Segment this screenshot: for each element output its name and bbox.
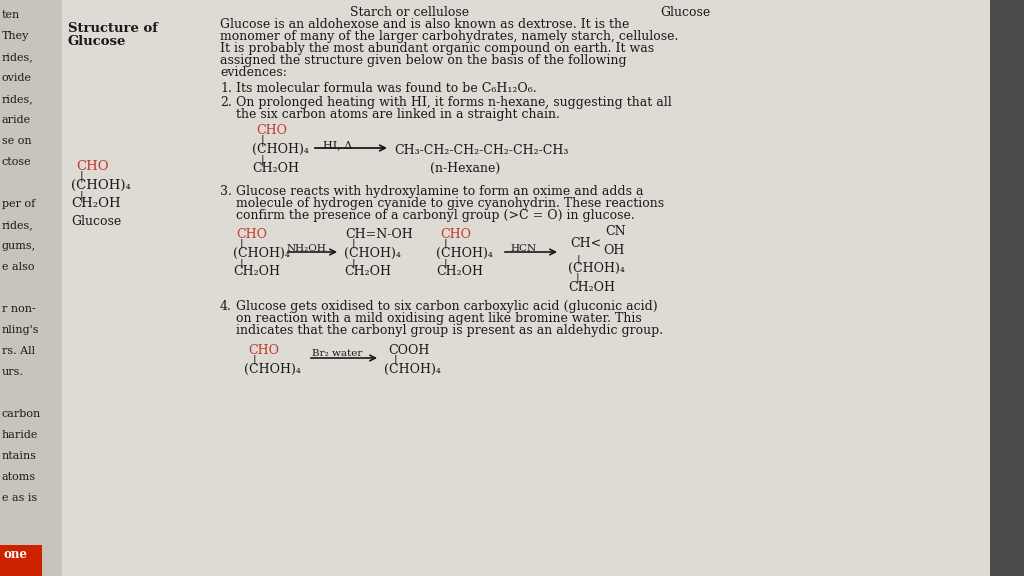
Text: (CHOH)₄: (CHOH)₄ — [568, 262, 625, 275]
Text: |: | — [394, 355, 397, 365]
Text: nling's: nling's — [2, 325, 40, 335]
Text: |: | — [261, 135, 264, 146]
Text: aride: aride — [2, 115, 31, 125]
Text: OH: OH — [603, 244, 625, 257]
Text: (CHOH)₄: (CHOH)₄ — [252, 143, 309, 156]
Text: Glucose is an aldohexose and is also known as dextrose. It is the: Glucose is an aldohexose and is also kno… — [220, 18, 630, 31]
Text: |: | — [240, 239, 244, 248]
Text: 4.: 4. — [220, 300, 231, 313]
Text: |: | — [80, 171, 84, 183]
Bar — [0, 545, 42, 576]
Text: |: | — [352, 239, 355, 248]
Text: e also: e also — [2, 262, 35, 272]
Text: COOH: COOH — [388, 344, 429, 357]
Text: atoms: atoms — [2, 472, 36, 482]
Text: CH₂OH: CH₂OH — [252, 162, 299, 175]
Text: HI, Δ: HI, Δ — [323, 140, 352, 150]
Text: evidences:: evidences: — [220, 66, 287, 79]
Text: Glucose: Glucose — [660, 6, 711, 19]
Text: se on: se on — [2, 136, 32, 146]
Text: |: | — [253, 355, 257, 365]
Text: CH₂OH: CH₂OH — [568, 281, 615, 294]
Text: CH₂OH: CH₂OH — [436, 265, 483, 278]
Text: monomer of many of the larger carbohydrates, namely starch, cellulose.: monomer of many of the larger carbohydra… — [220, 30, 678, 43]
Text: per of: per of — [2, 199, 35, 209]
Text: CH₃-CH₂-CH₂-CH₂-CH₂-CH₃: CH₃-CH₂-CH₂-CH₂-CH₂-CH₃ — [394, 144, 568, 157]
Text: urs.: urs. — [2, 367, 24, 377]
Text: (CHOH)₄: (CHOH)₄ — [344, 247, 400, 260]
Text: Starch or cellulose: Starch or cellulose — [350, 6, 469, 19]
Text: molecule of hydrogen cyanide to give cyanohydrin. These reactions: molecule of hydrogen cyanide to give cya… — [236, 197, 665, 210]
Text: 2.: 2. — [220, 96, 231, 109]
Text: confirm the presence of a carbonyl group (>C = O) in glucose.: confirm the presence of a carbonyl group… — [236, 209, 635, 222]
Text: CH₂OH: CH₂OH — [344, 265, 391, 278]
Text: (CHOH)₄: (CHOH)₄ — [384, 363, 441, 376]
Text: NH₂OH: NH₂OH — [287, 244, 327, 253]
Text: (CHOH)₄: (CHOH)₄ — [244, 363, 301, 376]
Text: CHO: CHO — [440, 228, 471, 241]
Text: Br₂ water: Br₂ water — [312, 349, 362, 358]
Bar — [990, 0, 1024, 576]
Text: |: | — [444, 258, 447, 267]
Text: ctose: ctose — [2, 157, 32, 167]
Text: CHO: CHO — [256, 124, 287, 137]
Text: gums,: gums, — [2, 241, 36, 251]
Text: |: | — [80, 190, 84, 202]
Text: They: They — [2, 31, 30, 41]
Text: (CHOH)₄: (CHOH)₄ — [233, 247, 290, 260]
Text: |: | — [352, 258, 355, 267]
Text: (n-Hexane): (n-Hexane) — [430, 162, 501, 175]
Text: ten: ten — [2, 10, 20, 20]
Text: CHO: CHO — [248, 344, 279, 357]
Text: the six carbon atoms are linked in a straight chain.: the six carbon atoms are linked in a str… — [236, 108, 560, 121]
Text: Glucose: Glucose — [71, 215, 121, 228]
Text: (CHOH)₄: (CHOH)₄ — [71, 179, 131, 192]
Text: CH=N-OH: CH=N-OH — [345, 228, 413, 241]
Text: CN: CN — [605, 225, 626, 238]
Text: |: | — [575, 273, 580, 282]
Text: rides,: rides, — [2, 94, 34, 104]
Text: ntains: ntains — [2, 451, 37, 461]
Text: CH₂OH: CH₂OH — [233, 265, 280, 278]
Text: Glucose reacts with hydroxylamine to form an oxime and adds a: Glucose reacts with hydroxylamine to for… — [236, 185, 643, 198]
Text: |: | — [240, 258, 244, 267]
Text: CHO: CHO — [236, 228, 267, 241]
Text: 1.: 1. — [220, 82, 231, 95]
Text: It is probably the most abundant organic compound on earth. It was: It is probably the most abundant organic… — [220, 42, 654, 55]
Text: Glucose: Glucose — [68, 35, 126, 48]
Text: CH<: CH< — [570, 237, 601, 250]
Text: (CHOH)₄: (CHOH)₄ — [436, 247, 493, 260]
Bar — [0, 0, 62, 576]
Text: |: | — [577, 254, 581, 263]
Text: |: | — [444, 239, 447, 248]
Text: Structure of: Structure of — [68, 22, 158, 35]
Text: on reaction with a mild oxidising agent like bromine water. This: on reaction with a mild oxidising agent … — [236, 312, 642, 325]
Text: HCN: HCN — [510, 244, 537, 253]
Text: assigned the structure given below on the basis of the following: assigned the structure given below on th… — [220, 54, 627, 67]
Text: haride: haride — [2, 430, 38, 440]
Text: rs. All: rs. All — [2, 346, 35, 356]
Text: e as is: e as is — [2, 493, 37, 503]
Text: CHO: CHO — [76, 160, 109, 173]
Text: |: | — [261, 154, 264, 165]
Text: indicates that the carbonyl group is present as an aldehydic group.: indicates that the carbonyl group is pre… — [236, 324, 664, 337]
Text: carbon: carbon — [2, 409, 41, 419]
Text: rides,: rides, — [2, 220, 34, 230]
Text: Glucose gets oxidised to six carbon carboxylic acid (gluconic acid): Glucose gets oxidised to six carbon carb… — [236, 300, 657, 313]
Text: CH₂OH: CH₂OH — [71, 197, 121, 210]
Text: On prolonged heating with HI, it forms n-hexane, suggesting that all: On prolonged heating with HI, it forms n… — [236, 96, 672, 109]
Text: 3.: 3. — [220, 185, 231, 198]
Text: ovide: ovide — [2, 73, 32, 83]
Text: r non-: r non- — [2, 304, 36, 314]
Text: rides,: rides, — [2, 52, 34, 62]
Text: Its molecular formula was found to be C₆H₁₂O₆.: Its molecular formula was found to be C₆… — [236, 82, 537, 95]
Text: one: one — [3, 548, 27, 561]
